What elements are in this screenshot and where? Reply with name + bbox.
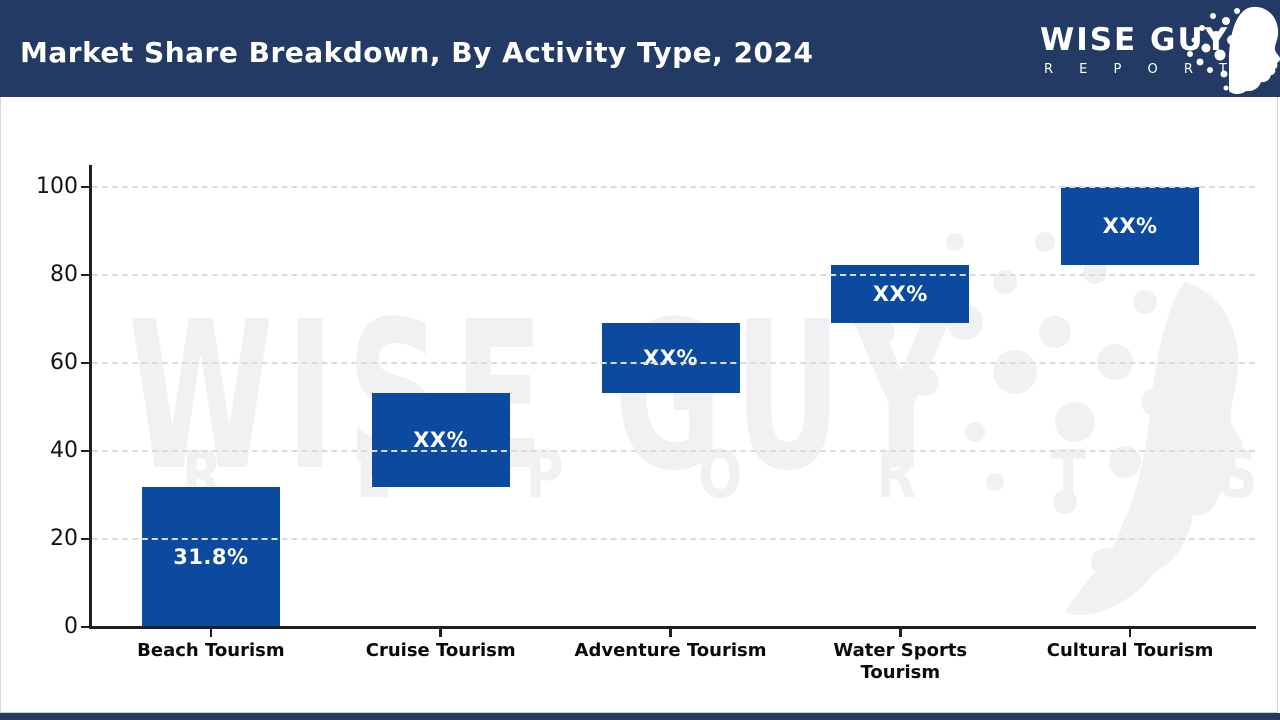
bar-cruise-tourism: XX% xyxy=(371,392,510,488)
bar-cultural-tourism: XX% xyxy=(1061,187,1200,265)
watermark-wiseguy-text: WISE GUY xyxy=(128,278,962,517)
y-tick-label-40: 40 xyxy=(50,438,78,463)
y-tick xyxy=(81,449,90,453)
y-tick xyxy=(81,537,90,541)
x-tick-label-beach-tourism: Beach Tourism xyxy=(137,640,285,661)
y-tick xyxy=(81,185,90,189)
x-tick-label-adventure-tourism: Adventure Tourism xyxy=(574,640,767,661)
x-tick-label-water-sports-tourism: Water Sports Tourism xyxy=(833,640,968,683)
header-bar: Market Share Breakdown, By Activity Type… xyxy=(0,0,1280,97)
bar-value-label: XX% xyxy=(1102,213,1158,238)
x-tick xyxy=(209,629,213,637)
x-tick xyxy=(899,629,902,637)
bar-value-label: XX% xyxy=(643,345,698,370)
x-tick-label-cultural-tourism: Cultural Tourism xyxy=(1046,640,1214,661)
x-tick xyxy=(669,629,672,637)
y-tick xyxy=(81,273,90,277)
page-title: Market Share Breakdown, By Activity Type… xyxy=(20,36,814,69)
y-tick-label-100: 100 xyxy=(36,174,78,199)
gridline-20 xyxy=(92,538,1255,540)
y-tick-label-0: 0 xyxy=(64,614,78,639)
gridline-60 xyxy=(92,362,1255,364)
y-tick-label-60: 60 xyxy=(50,350,78,375)
gridline-80 xyxy=(92,274,1255,276)
bar-value-label: 31.8% xyxy=(173,545,249,570)
y-tick-label-20: 20 xyxy=(50,526,78,551)
x-tick-label-cruise-tourism: Cruise Tourism xyxy=(365,640,516,661)
bar-beach-tourism: 31.8% xyxy=(141,487,280,627)
footer-bar xyxy=(0,713,1280,720)
x-tick xyxy=(1128,629,1132,637)
bar-value-label: XX% xyxy=(413,427,469,452)
bar-adventure-tourism: XX% xyxy=(601,322,740,393)
gridline-40 xyxy=(92,450,1255,452)
y-tick-label-80: 80 xyxy=(50,262,78,287)
logo-face-icon xyxy=(1187,6,1280,94)
y-axis-spine xyxy=(89,165,92,628)
y-tick xyxy=(81,625,90,629)
gridline-100 xyxy=(92,186,1255,188)
y-tick xyxy=(81,361,90,365)
logo-reports-text: R E P O R T S xyxy=(1044,62,1273,77)
watermark-face-icon xyxy=(875,232,1244,616)
wise-guy-logo: WISE GUY R E P O R T S xyxy=(1040,0,1280,97)
x-tick xyxy=(439,629,442,637)
bar-value-label: XX% xyxy=(872,281,928,306)
x-axis-spine xyxy=(89,626,1256,629)
